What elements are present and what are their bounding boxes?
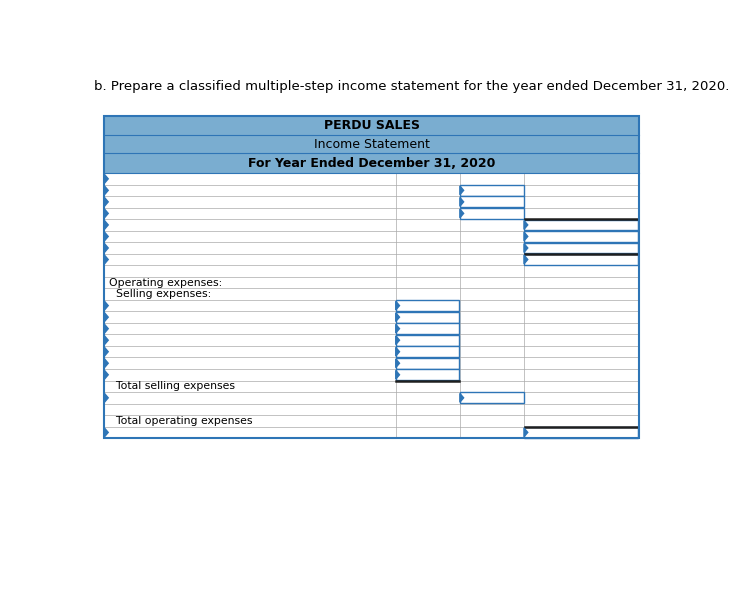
Polygon shape	[105, 370, 108, 379]
Bar	[396, 323, 459, 334]
Polygon shape	[396, 359, 399, 368]
Bar	[396, 370, 459, 380]
Polygon shape	[105, 232, 108, 241]
Polygon shape	[396, 313, 399, 321]
Polygon shape	[396, 370, 399, 379]
Text: For Year Ended December 31, 2020: For Year Ended December 31, 2020	[248, 156, 496, 170]
Bar	[524, 254, 638, 265]
Bar	[524, 427, 638, 438]
Polygon shape	[105, 428, 108, 437]
Text: PERDU SALES: PERDU SALES	[323, 119, 420, 132]
Bar	[105, 115, 639, 136]
Text: Income Statement: Income Statement	[314, 138, 429, 151]
Bar	[396, 335, 459, 346]
Polygon shape	[105, 324, 108, 333]
Bar	[396, 358, 459, 368]
Text: Total selling expenses: Total selling expenses	[109, 381, 235, 391]
Polygon shape	[105, 313, 108, 321]
Polygon shape	[396, 301, 399, 310]
Bar	[524, 219, 638, 230]
Bar	[396, 346, 459, 357]
Polygon shape	[105, 393, 108, 402]
Polygon shape	[105, 336, 108, 345]
Polygon shape	[105, 347, 108, 356]
Polygon shape	[396, 347, 399, 356]
Polygon shape	[460, 186, 464, 195]
Polygon shape	[524, 232, 528, 241]
Polygon shape	[105, 197, 108, 207]
Polygon shape	[460, 197, 464, 207]
Polygon shape	[105, 221, 108, 229]
Polygon shape	[105, 255, 108, 264]
Polygon shape	[524, 244, 528, 252]
Bar	[524, 231, 638, 242]
Text: Selling expenses:: Selling expenses:	[109, 289, 211, 299]
Bar	[460, 185, 523, 196]
Polygon shape	[396, 324, 399, 333]
Bar	[460, 208, 523, 219]
Bar	[105, 173, 639, 438]
Bar	[460, 197, 523, 207]
Bar	[524, 243, 638, 254]
Bar	[105, 136, 639, 153]
Polygon shape	[460, 209, 464, 218]
Text: b. Prepare a classified multiple-step income statement for the year ended Decemb: b. Prepare a classified multiple-step in…	[94, 81, 729, 93]
Polygon shape	[396, 336, 399, 345]
Bar	[396, 300, 459, 311]
Text: Operating expenses:: Operating expenses:	[109, 277, 223, 288]
Bar	[105, 115, 639, 438]
Polygon shape	[105, 209, 108, 218]
Polygon shape	[524, 221, 528, 229]
Polygon shape	[105, 186, 108, 195]
Bar	[396, 312, 459, 323]
Text: Total operating expenses: Total operating expenses	[109, 416, 253, 426]
Polygon shape	[105, 175, 108, 183]
Polygon shape	[460, 393, 464, 402]
Polygon shape	[524, 255, 528, 264]
Polygon shape	[524, 428, 528, 437]
Polygon shape	[105, 301, 108, 310]
Polygon shape	[105, 244, 108, 252]
Bar	[460, 392, 523, 403]
Polygon shape	[105, 359, 108, 368]
Bar	[105, 153, 639, 173]
